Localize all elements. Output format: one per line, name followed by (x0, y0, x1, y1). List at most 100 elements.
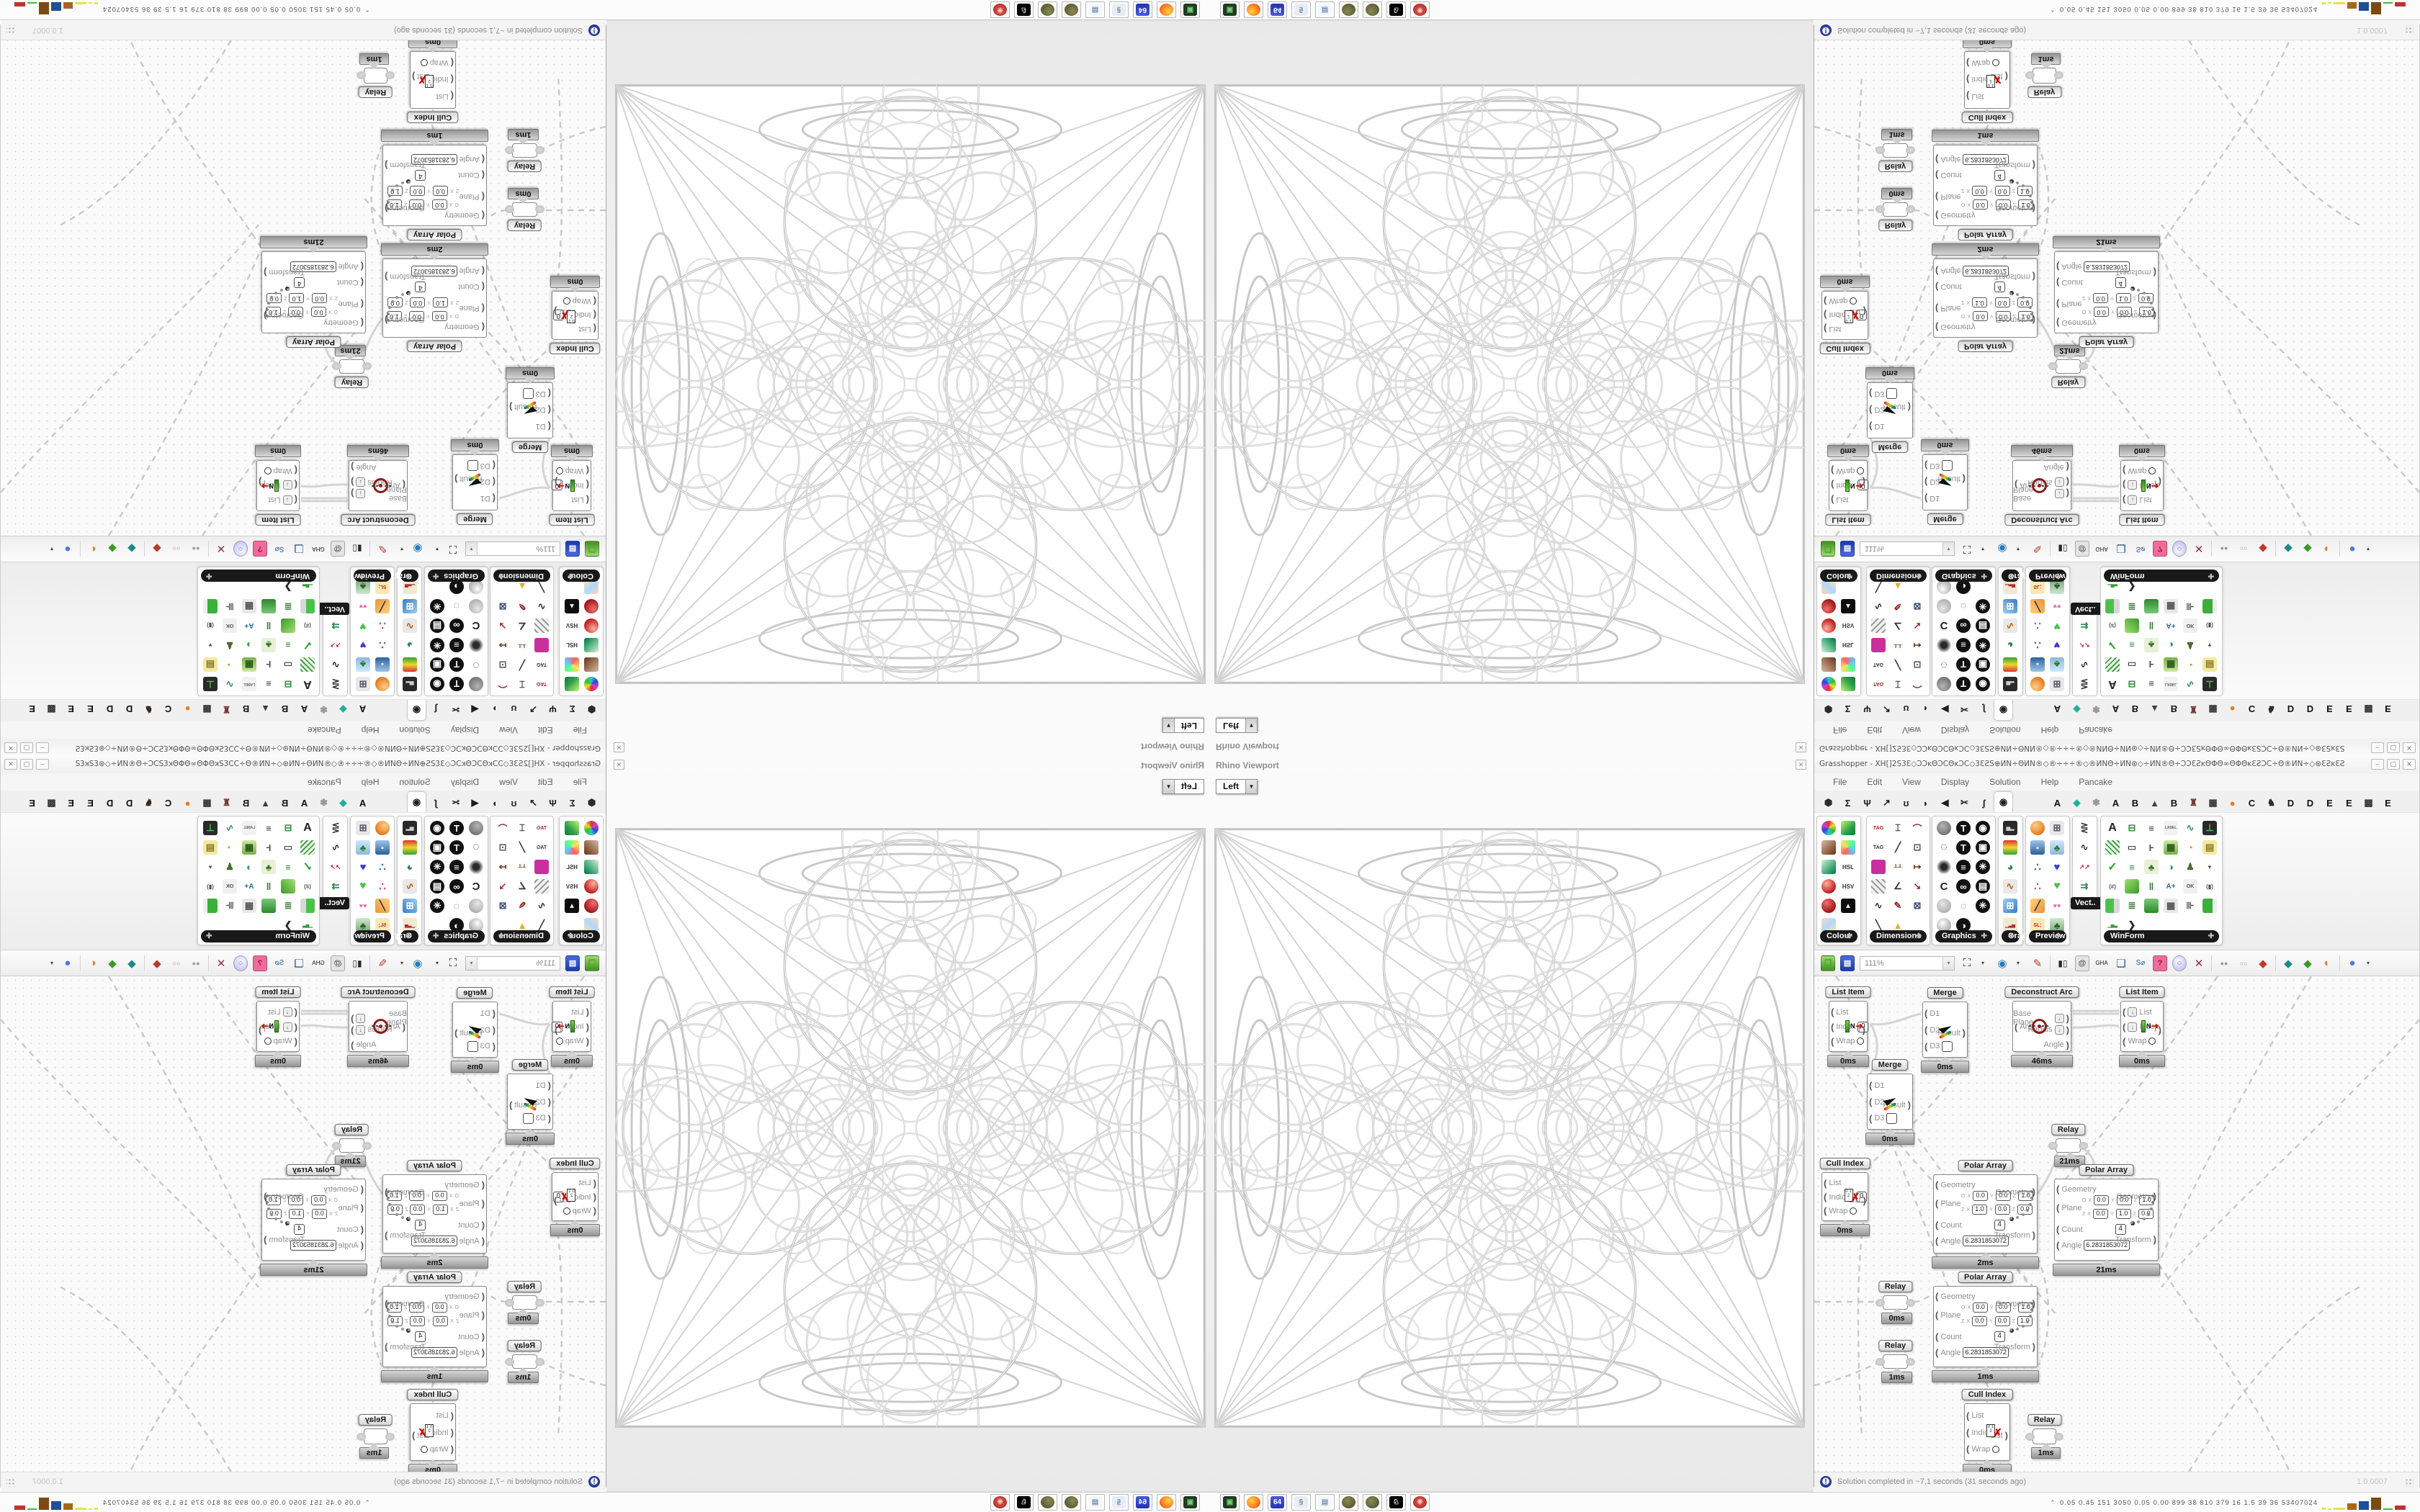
ribbon-component-icon[interactable]: T (1954, 655, 1973, 674)
plane-value-box[interactable]: 0.0 (1994, 297, 2010, 307)
plane-value-box[interactable]: 0.0 (2092, 1209, 2108, 1219)
dropdown-icon[interactable]: ▾ (436, 546, 439, 552)
count-value-box[interactable]: 4 (1994, 282, 2005, 292)
count-value-box[interactable]: 4 (415, 282, 426, 292)
component-tab-7[interactable]: ✂ (1960, 797, 1968, 808)
plane-value-box[interactable]: 0.0 (310, 1195, 326, 1205)
ribbon-component-icon[interactable]: A+ (240, 616, 259, 635)
ribbon-component-icon[interactable]: ∴ (2028, 636, 2047, 654)
flatten-icon[interactable]: ↓ (2054, 1013, 2064, 1023)
component-label-relay[interactable]: Relay (2027, 86, 2062, 98)
expand-icon[interactable]: ✚ (1915, 572, 1922, 580)
floppy64-app-icon[interactable]: 64 (1133, 1, 1152, 18)
ribbon-group-footer[interactable]: WinForm ✚ (2104, 930, 2219, 942)
idea-bulb-icon[interactable]: ○ (233, 541, 248, 557)
ribbon-component-icon[interactable]: ▁▃▅ (2001, 916, 2020, 935)
olive-ball2-app-icon[interactable] (1363, 1494, 1382, 1511)
ribbon-component-icon[interactable]: ⊞ (2048, 675, 2066, 693)
notepad-app-icon[interactable]: ▤ (1315, 1, 1335, 18)
firefox-app-icon[interactable] (1244, 1494, 1263, 1511)
ribbon-component-icon[interactable]: ╱ (513, 655, 532, 674)
ribbon-component-icon[interactable] (582, 597, 601, 616)
value-box[interactable] (467, 460, 478, 472)
component-tab-7[interactable]: ✂ (452, 797, 460, 808)
input-port[interactable]: ( (2056, 1184, 2060, 1194)
ribbon-component-icon[interactable]: ⌶ (1888, 675, 1907, 693)
ribbon-component-icon[interactable]: ↦ (1908, 858, 1927, 876)
ribbon-component-icon[interactable]: Ⱶ (2142, 655, 2161, 674)
component-tab-6[interactable]: ◀ (471, 704, 479, 715)
value-box[interactable] (1942, 1040, 1953, 1052)
output-port[interactable]: ) (1962, 1027, 1966, 1039)
component-label-relay[interactable]: Relay (507, 1340, 542, 1351)
ribbon-component-icon[interactable]: HSV (1839, 877, 1857, 896)
ribbon-component-icon[interactable]: ◌ (467, 838, 485, 857)
ribbon-component-icon[interactable] (563, 655, 581, 674)
value-box[interactable]: 0 (1856, 1192, 1868, 1202)
ribbon-component-icon[interactable]: ≣ (2123, 896, 2141, 915)
component-deconstruct-arc[interactable]: Deconstruct Arc 46ms(Arc Base Plane ↓) Radiu… (341, 445, 416, 526)
component-label[interactable]: Polar Array (1958, 229, 2013, 240)
wrap-toggle-icon[interactable] (264, 467, 272, 474)
floppy64-app-icon[interactable]: 64 (1268, 1, 1287, 18)
ribbon-component-icon[interactable]: ▦ (240, 838, 259, 857)
plane-value-box[interactable]: 0.0 (387, 297, 403, 307)
zoom-level-combo[interactable]: 111% ▾ (1860, 955, 1955, 971)
input-port[interactable]: ( (1935, 1220, 1939, 1230)
input-port[interactable]: ( (547, 1112, 551, 1124)
ribbon-component-icon[interactable]: ▭ (279, 655, 297, 674)
ribbon-component-icon[interactable]: ‖ (259, 616, 278, 635)
ribbon-component-icon[interactable]: ⇉ (326, 616, 345, 635)
ribbon-component-icon[interactable]: ▭ (279, 838, 297, 857)
ribbon-component-icon[interactable]: ⊡ (493, 838, 512, 857)
ribbon-component-icon[interactable]: ╨╨ (1888, 858, 1907, 876)
expand-icon[interactable]: ✚ (2055, 572, 2061, 580)
ribbon-component-icon[interactable]: ⊡ (1908, 838, 1927, 857)
output-port[interactable]: ) (2004, 71, 2008, 82)
input-port[interactable]: ( (450, 57, 454, 68)
angle-value-box[interactable]: 6.2831853072 (1963, 1236, 2009, 1246)
red-gear-app-icon[interactable]: ✳ (1410, 1494, 1430, 1511)
input-port[interactable]: ( (1935, 1179, 1939, 1190)
count-value-box[interactable]: 4 (1994, 170, 2005, 181)
wrap-toggle-icon[interactable] (555, 467, 563, 474)
minimize-button[interactable]: – (36, 742, 49, 753)
plane-value-box[interactable]: 0.0 (431, 1191, 447, 1201)
component-polar-array-3[interactable]: Polar Array 1ms(Geometry(Plane O X 0.0 Y 0.0 Z 1… (381, 1272, 488, 1382)
graft-icon[interactable]: ↓ (282, 1007, 292, 1017)
ribbon-component-icon[interactable]: ❯ (2123, 916, 2141, 935)
component-tab-13[interactable]: ✽ (2092, 704, 2100, 715)
graft-icon[interactable]: ↓ (282, 480, 292, 490)
input-port[interactable]: ( (593, 295, 596, 307)
pin-green-icon[interactable]: ◆ (108, 542, 117, 555)
ribbon-component-icon[interactable]: ⊞ (354, 819, 372, 837)
graft-icon[interactable]: ↓ (2128, 1007, 2138, 1017)
pin-green-icon[interactable]: ◆ (2303, 957, 2312, 970)
output-port[interactable]: ) (2004, 1430, 2008, 1441)
output-port[interactable]: ) (2153, 310, 2156, 321)
open-file-icon[interactable]: ❒ (585, 541, 599, 557)
component-label-relay[interactable]: Relay (334, 1124, 369, 1135)
plane-value-box[interactable]: 0.0 (1973, 199, 1989, 210)
close-icon[interactable]: ✕ (1796, 760, 1806, 770)
output-port[interactable]: ) (351, 1012, 354, 1024)
ribbon-component-icon[interactable] (1819, 838, 1838, 857)
ribbon-component-icon[interactable]: TAG (532, 819, 551, 837)
component-label[interactable]: Polar Array (407, 1272, 462, 1283)
plane-value-box[interactable]: 0.0 (431, 311, 447, 321)
ribbon-group-footer[interactable]: Graphics ✚ (1935, 930, 1992, 942)
component-label-relay[interactable]: Relay (1878, 1340, 1913, 1351)
input-port[interactable]: ( (481, 1179, 485, 1190)
chevron-down-icon[interactable]: ▼ (1163, 719, 1174, 732)
ribbon-component-icon[interactable] (1819, 858, 1838, 876)
component-label[interactable]: Cull Index (550, 1158, 601, 1169)
sketch-pen-icon[interactable]: ✎ (2033, 542, 2043, 555)
ribbon-component-icon[interactable]: ● (2028, 655, 2047, 674)
ribbon-component-icon[interactable] (298, 838, 317, 857)
component-relay-c[interactable] (512, 143, 537, 158)
sketch-pen-icon[interactable]: ✎ (2033, 957, 2043, 970)
ribbon-component-icon[interactable]: ⊪ (220, 597, 239, 616)
ribbon-component-icon[interactable]: C (467, 877, 485, 896)
ribbon-component-icon[interactable]: ▲ (1888, 916, 1907, 935)
